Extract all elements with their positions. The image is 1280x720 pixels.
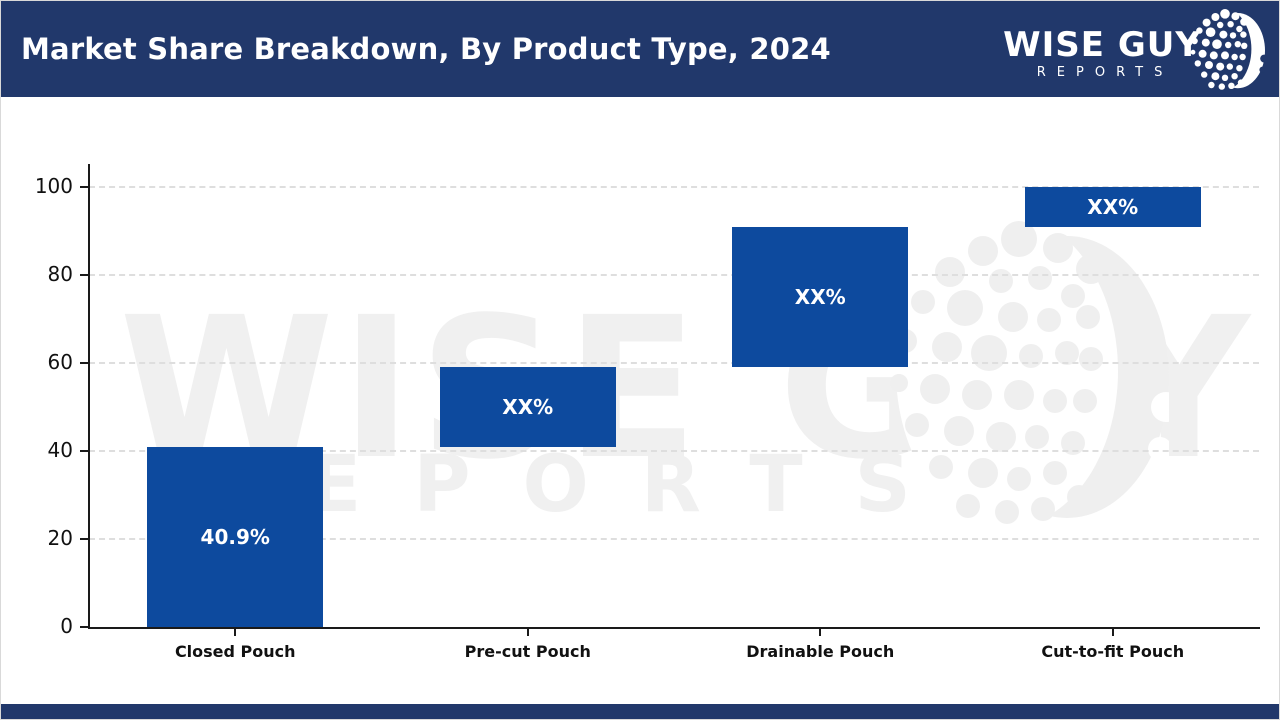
y-tick-label: 100 [34,174,73,198]
brand-name: WISE GUY [1003,24,1201,65]
y-tick-label: 40 [47,438,73,462]
y-tick-label: 20 [47,526,73,550]
bar-value-label: XX% [794,284,846,309]
y-tick-mark [80,362,89,364]
gridline [89,362,1259,364]
x-tick-mark [526,629,529,636]
y-tick-label: 80 [47,262,73,286]
gridline [89,274,1259,276]
x-category-label: Closed Pouch [174,642,296,661]
bar: XX% [732,227,909,367]
bar: 40.9% [147,447,324,627]
brand-logo: WISE GUY REPORTS [1003,9,1265,97]
page-title: Market Share Breakdown, By Product Type,… [21,32,831,66]
x-axis-line [88,627,1260,629]
bar-value-label: XX% [1087,195,1139,220]
y-tick-label: 60 [47,350,73,374]
x-category-label: Drainable Pouch [746,642,895,661]
x-category-label: Cut-to-fit Pouch [1041,642,1185,661]
y-tick-mark [80,626,89,628]
gridline [89,538,1259,540]
y-axis-line [88,164,90,629]
y-tick-mark [80,274,89,276]
brand-logo-text: WISE GUY REPORTS [1003,27,1201,80]
y-tick-mark [80,538,89,540]
bar-value-label: XX% [502,394,554,419]
y-tick-mark [80,450,89,452]
bar: XX% [439,366,616,448]
brand-subtitle: REPORTS [1036,64,1174,80]
x-tick-mark [1111,629,1114,636]
gridline [89,186,1259,188]
brand-head-dots-icon [1190,9,1265,91]
y-tick-label: 0 [60,614,73,638]
bar-value-label: 40.9% [200,525,270,549]
header-bar: Market Share Breakdown, By Product Type,… [1,1,1279,97]
x-category-label: Pre-cut Pouch [464,642,591,661]
y-tick-mark [80,186,89,188]
x-tick-mark [234,629,237,636]
bar: XX% [1024,187,1201,228]
gridline [89,450,1259,452]
x-tick-mark [819,629,822,636]
footer-bar [1,704,1279,719]
